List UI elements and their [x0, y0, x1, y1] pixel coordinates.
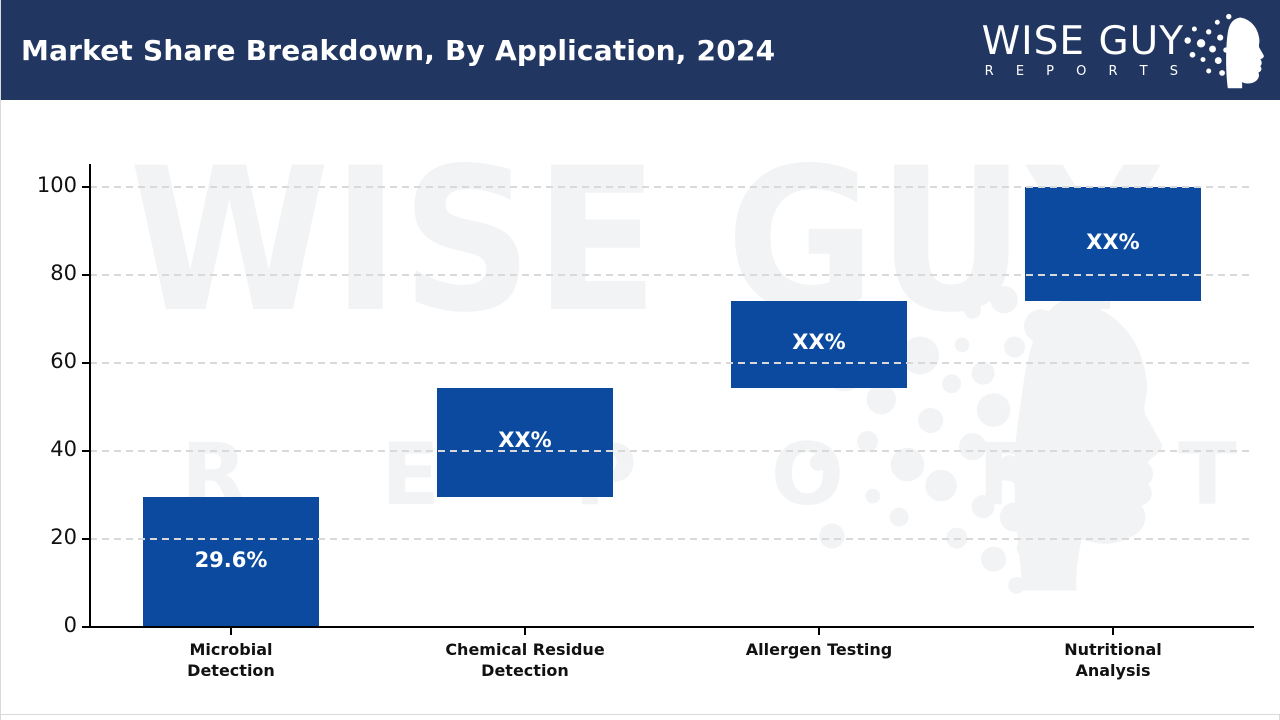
plot-area: 0 20 40 60 80 100 29.6% Microbial Detection XX% C… — [1, 100, 1280, 714]
x-axis-category-3: Allergen Testing — [745, 640, 893, 659]
x-axis-tick-4 — [1112, 628, 1114, 635]
x-axis-category-2: Chemical Residue Detection — [445, 640, 605, 680]
chart-title: Market Share Breakdown, By Application, … — [21, 33, 776, 67]
x-axis-category-4: Nutritional Analysis — [1064, 640, 1162, 680]
y-axis-tick-20 — [82, 538, 89, 540]
y-axis-tick-60 — [82, 362, 89, 364]
bar-segment-1 — [143, 496, 319, 627]
gridline-100 — [90, 186, 1254, 188]
bar-value-label-3: XX% — [792, 330, 846, 355]
wiseguy-logo: WISE GUY R E P O R T S — [979, 11, 1267, 89]
y-axis-label-80: 80 — [50, 261, 77, 285]
bar-value-label-4: XX% — [1086, 229, 1140, 254]
gridline-20 — [90, 538, 1254, 540]
x-axis-tick-3 — [818, 628, 820, 635]
y-axis-tick-80 — [82, 274, 89, 276]
gridline-80 — [90, 274, 1254, 276]
chart-area: WISE GUY R E P O R T S — [1, 100, 1280, 714]
x-axis-category-1: Microbial Detection — [187, 640, 275, 680]
y-axis-tick-100 — [82, 186, 89, 188]
header: Market Share Breakdown, By Application, … — [1, 0, 1280, 100]
y-axis-label-0: 0 — [63, 613, 77, 637]
x-axis-spine — [89, 626, 1254, 628]
gridline-40 — [90, 450, 1254, 452]
logo-face-icon — [1184, 13, 1264, 89]
y-axis-label-40: 40 — [50, 437, 77, 461]
logo-subtitle: R E P O R T S — [984, 63, 1187, 79]
y-axis-label-60: 60 — [50, 349, 77, 373]
y-axis-tick-40 — [82, 450, 89, 452]
y-axis-label-100: 100 — [36, 173, 77, 197]
logo-text: WISE GUY R E P O R T S — [979, 22, 1187, 79]
bar-segment-2 — [437, 387, 613, 497]
y-axis-label-20: 20 — [50, 525, 77, 549]
bar-segment-3 — [731, 300, 907, 388]
gridline-60 — [90, 362, 1254, 364]
y-axis-tick-0 — [82, 626, 89, 628]
bar-value-label-2: XX% — [498, 428, 552, 453]
x-axis-tick-2 — [524, 628, 526, 635]
logo-wordmark: WISE GUY — [981, 18, 1185, 64]
x-axis-tick-1 — [230, 628, 232, 635]
bar-segment-4 — [1025, 187, 1201, 301]
bar-value-label-1: 29.6% — [194, 547, 268, 572]
y-axis-spine — [89, 164, 91, 628]
